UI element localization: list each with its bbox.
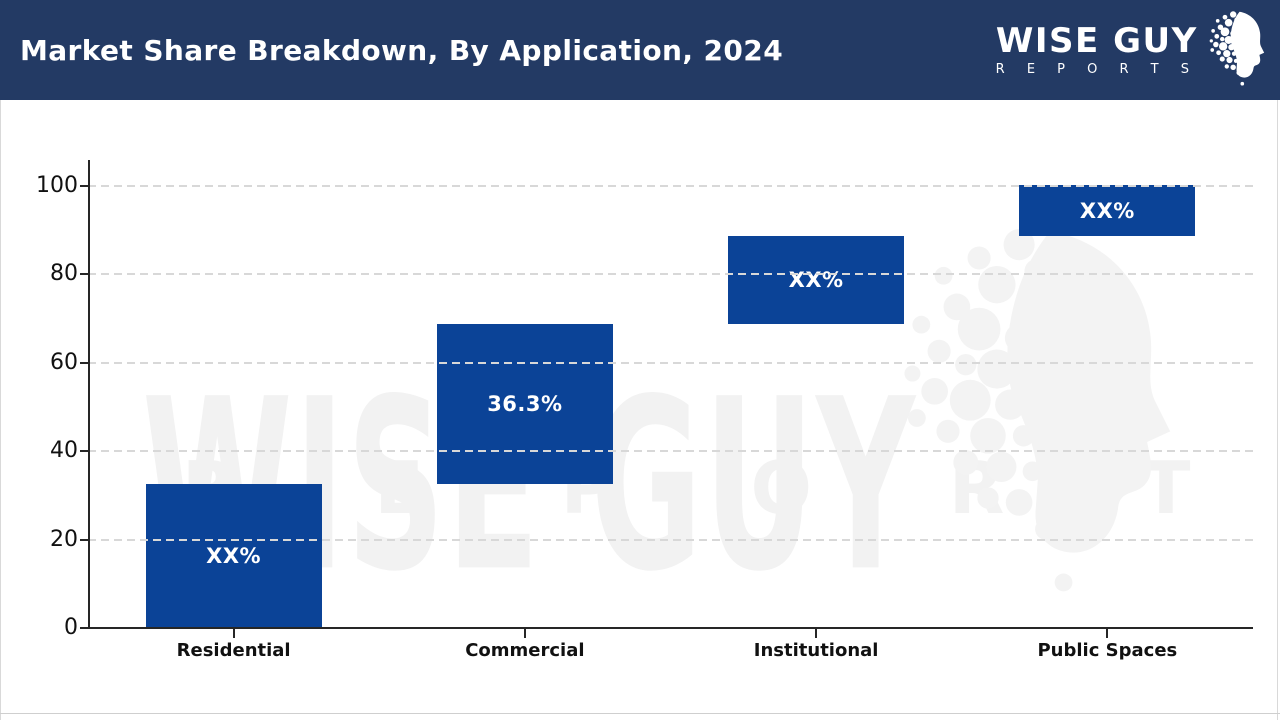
gridline [88, 273, 1253, 276]
y-tick-mark [80, 627, 88, 629]
brand-logo: WISE GUY R E P O R T S [996, 0, 1268, 100]
brand-name: WISE GUY [995, 20, 1198, 61]
x-tick-mark [232, 629, 235, 638]
frame-edge [0, 100, 1, 720]
y-tick-label: 20 [50, 526, 78, 552]
bar-value-label: XX% [788, 268, 844, 293]
frame-edge [1277, 100, 1278, 720]
y-tick-mark [80, 450, 88, 453]
bar-residential: XX% [145, 484, 322, 627]
page-title: Market Share Breakdown, By Application, … [20, 33, 784, 67]
x-axis-line [88, 627, 1253, 629]
y-tick-label: 80 [50, 261, 78, 287]
gridline [88, 185, 1253, 187]
bar-value-label: XX% [206, 543, 262, 568]
y-tick-mark [80, 185, 88, 187]
y-axis-line [88, 160, 90, 629]
y-tick-mark [80, 538, 88, 541]
y-tick-label: 0 [64, 615, 78, 640]
header-bar: Market Share Breakdown, By Application, … [0, 0, 1280, 100]
y-tick-mark [80, 273, 88, 276]
watermark-head-icon [904, 229, 1171, 592]
bar-commercial: 36.3% [436, 323, 613, 485]
brand-subtitle: R E P O R T S [995, 61, 1198, 77]
x-tick-mark [815, 629, 818, 638]
y-tick-mark [80, 361, 88, 364]
bar-institutional: XX% [728, 236, 905, 324]
y-tick-label: 60 [50, 349, 78, 375]
bar-value-label: 36.3% [487, 392, 563, 416]
bar-value-label: XX% [1079, 198, 1135, 223]
gridline [88, 450, 1253, 453]
x-tick-label-residential: Residential [176, 640, 291, 661]
y-tick-label: 40 [50, 438, 78, 464]
bar-public-spaces: XX% [1019, 185, 1196, 237]
brand-head-icon [1209, 11, 1265, 86]
frame-edge [0, 713, 1280, 714]
x-tick-mark [1106, 629, 1109, 638]
x-tick-mark [523, 629, 526, 638]
x-tick-label-commercial: Commercial [465, 640, 585, 661]
gridline [88, 361, 1253, 364]
x-tick-label-public-spaces: Public Spaces [1037, 640, 1178, 661]
gridline [88, 538, 1253, 541]
brand-logo-text: WISE GUY R E P O R T S [996, 24, 1198, 77]
y-tick-label: 100 [36, 173, 78, 198]
x-tick-label-institutional: Institutional [753, 640, 879, 661]
